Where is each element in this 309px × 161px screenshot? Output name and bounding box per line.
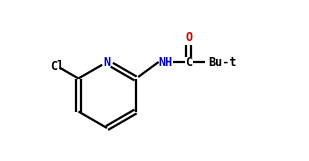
Text: NH: NH xyxy=(159,56,173,68)
Text: O: O xyxy=(185,30,192,43)
Text: C: C xyxy=(185,56,192,68)
Text: Bu-t: Bu-t xyxy=(208,56,237,68)
Text: Cl: Cl xyxy=(50,60,65,73)
Text: N: N xyxy=(104,56,111,68)
